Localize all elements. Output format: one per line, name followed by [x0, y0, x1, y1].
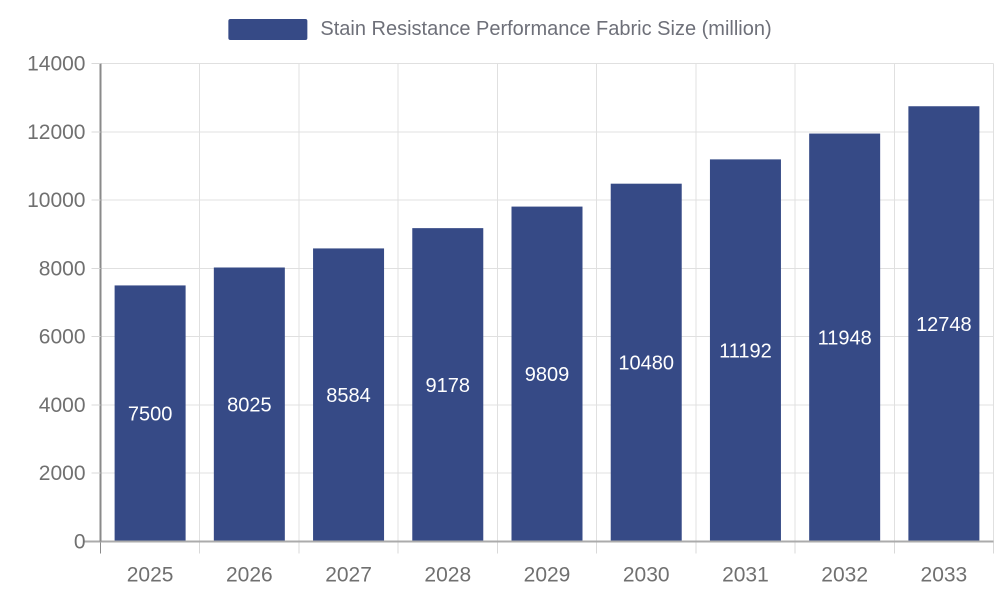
x-tick-label: 2025: [127, 564, 174, 587]
y-tick-label: 0: [74, 531, 86, 554]
bar-2026: [213, 267, 285, 542]
y-tick-label: 4000: [39, 394, 86, 417]
x-tick-label: 2031: [722, 564, 769, 587]
x-tick-label: 2030: [623, 564, 670, 587]
bar-2030: [610, 183, 682, 542]
bar-value-label: 12748: [916, 314, 972, 336]
x-tick-label: 2033: [921, 564, 968, 587]
bar-2029: [511, 206, 583, 542]
bar-value-label: 7500: [128, 403, 173, 425]
y-tick-label: 6000: [39, 326, 86, 349]
legend-label: Stain Resistance Performance Fabric Size…: [320, 18, 772, 40]
x-tick-label: 2029: [524, 564, 571, 587]
bar-value-label: 11948: [818, 328, 872, 350]
x-tick-label: 2032: [821, 564, 868, 587]
bar-2027: [313, 248, 385, 542]
y-tick-label: 10000: [27, 189, 85, 212]
x-tick-label: 2027: [325, 564, 372, 587]
y-tick-label: 8000: [39, 257, 86, 280]
x-tick-label: 2028: [424, 564, 471, 587]
bar-2025: [114, 285, 186, 542]
bar-value-label: 9178: [426, 375, 471, 397]
legend-swatch: [228, 19, 308, 40]
legend[interactable]: Stain Resistance Performance Fabric Size…: [228, 18, 772, 40]
bar-value-label: 8025: [227, 395, 272, 417]
bar-2028: [412, 228, 484, 542]
bar-2033: [908, 106, 980, 542]
bar-value-label: 8584: [326, 385, 371, 407]
y-tick-label: 12000: [27, 121, 85, 144]
y-tick-label: 14000: [27, 53, 85, 76]
bar-2032: [809, 133, 881, 542]
y-tick-label: 2000: [39, 462, 86, 485]
bar-value-label: 11192: [719, 340, 772, 362]
bar-value-label: 9809: [525, 364, 570, 386]
bar-value-label: 10480: [618, 353, 674, 375]
bar-2031: [709, 159, 781, 542]
x-tick-label: 2026: [226, 564, 273, 587]
